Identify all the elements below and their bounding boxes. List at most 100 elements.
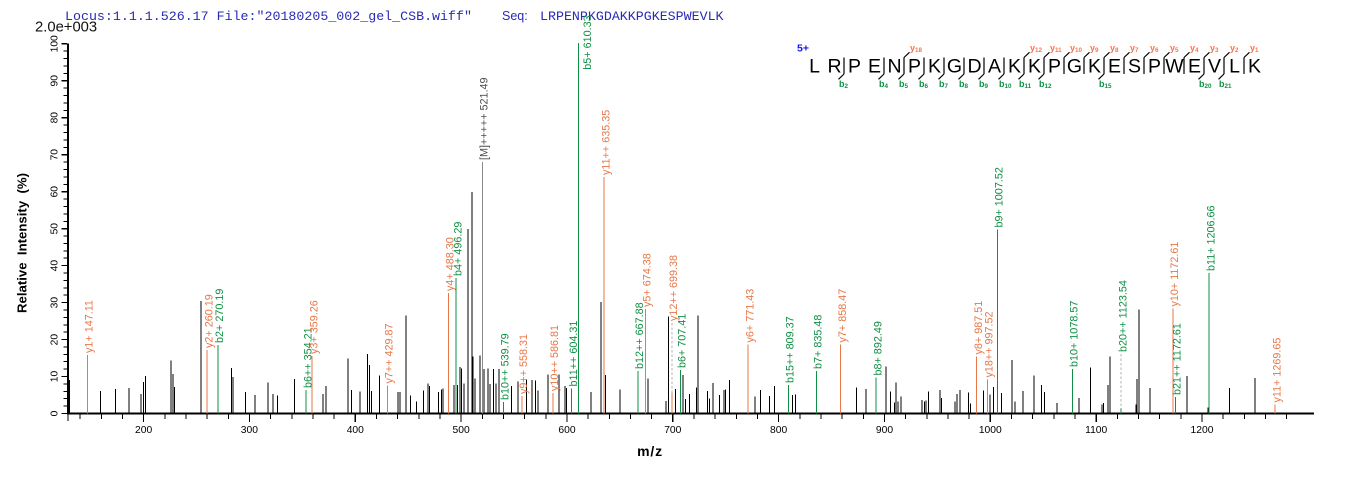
svg-text:400: 400 [347,425,364,436]
svg-text:LRPENPKGDAKKPGKESPWEVLK: LRPENPKGDAKKPGKESPWEVLK [540,9,724,24]
svg-text:L: L [1229,56,1240,78]
svg-text:b11+ 1206.66: b11+ 1206.66 [1205,205,1217,271]
svg-text:50: 50 [50,223,61,235]
svg-text:b7+ 835.48: b7+ 835.48 [813,315,825,369]
svg-text:b20++ 1123.54: b20++ 1123.54 [1117,280,1129,352]
svg-text:b15: b15 [1099,79,1112,90]
svg-text:m/z: m/z [637,443,663,459]
svg-text:y1+ 147.11: y1+ 147.11 [84,300,96,353]
svg-text:A: A [988,56,1001,78]
svg-text:y9++ 558.31: y9++ 558.31 [518,334,530,394]
svg-text:S: S [1128,56,1141,78]
svg-text:800: 800 [770,425,787,436]
svg-text:Relative Intensity (%): Relative Intensity (%) [15,173,30,313]
svg-text:b10++ 539.79: b10++ 539.79 [500,333,512,400]
svg-text:[M]+++++ 521.49: [M]+++++ 521.49 [479,77,491,160]
svg-text:b12++ 667.88: b12++ 667.88 [634,302,646,369]
svg-text:1200: 1200 [1191,425,1214,436]
svg-text:y8: y8 [1110,43,1119,54]
svg-text:P: P [908,56,921,78]
svg-text:Seq:: Seq: [502,9,528,23]
svg-text:W: W [1165,56,1184,78]
svg-text:y9: y9 [1090,43,1099,54]
svg-text:E: E [868,56,881,78]
svg-text:y1: y1 [1250,43,1259,54]
svg-text:y8+ 987.51: y8+ 987.51 [973,301,985,355]
svg-text:y11: y11 [1050,43,1062,54]
svg-text:y5: y5 [1170,43,1179,54]
svg-text:b11: b11 [1019,79,1032,90]
svg-text:0: 0 [50,410,61,416]
svg-text:P: P [1148,56,1161,78]
svg-text:b15++ 809.37: b15++ 809.37 [785,316,797,383]
svg-text:80: 80 [50,112,61,124]
svg-text:900: 900 [876,425,893,436]
svg-text:b5: b5 [899,79,909,90]
svg-text:E: E [1188,56,1201,78]
svg-text:y7+ 858.47: y7+ 858.47 [837,289,849,343]
svg-text:b11++ 604.31: b11++ 604.31 [568,321,580,387]
svg-text:600: 600 [558,425,575,436]
svg-text:b20: b20 [1199,79,1212,90]
svg-text:100: 100 [50,35,61,52]
svg-text:b8+ 892.49: b8+ 892.49 [872,321,884,375]
svg-text:Locus:1.1.1.526.17 File:"20180: Locus:1.1.1.526.17 File:"20180205_002_ge… [65,9,472,24]
svg-text:y2+ 260.19: y2+ 260.19 [203,294,215,348]
svg-text:K: K [1028,56,1041,78]
svg-text:40: 40 [50,260,61,272]
svg-text:y11++ 635.35: y11++ 635.35 [600,110,612,175]
svg-text:P: P [848,56,861,78]
svg-text:b9+ 1007.52: b9+ 1007.52 [994,167,1006,227]
svg-text:K: K [1008,56,1021,78]
svg-text:5+: 5+ [797,43,809,55]
svg-text:y7: y7 [1130,43,1139,54]
svg-text:y12++ 699.38: y12++ 699.38 [668,255,680,321]
svg-text:K: K [928,56,941,78]
svg-text:b4+ 496.29: b4+ 496.29 [452,222,464,276]
svg-text:y6: y6 [1150,43,1159,54]
svg-text:y5+ 674.38: y5+ 674.38 [642,253,654,307]
svg-text:300: 300 [241,425,258,436]
svg-text:y10+ 1172.61: y10+ 1172.61 [1169,242,1181,307]
svg-text:b4: b4 [879,79,889,90]
svg-text:b12: b12 [1039,79,1052,90]
svg-text:b6+ 707.41: b6+ 707.41 [677,314,689,368]
svg-text:K: K [1088,56,1101,78]
svg-text:y11+ 1269.65: y11+ 1269.65 [1271,338,1283,403]
svg-text:V: V [1208,56,1221,78]
svg-text:b7: b7 [939,79,949,90]
svg-text:y7++ 429.87: y7++ 429.87 [384,323,396,383]
svg-text:y18: y18 [910,43,923,54]
svg-text:b2+ 270.19: b2+ 270.19 [214,289,226,343]
svg-text:2.0e+003: 2.0e+003 [35,20,97,36]
svg-text:y3: y3 [1210,43,1219,54]
svg-text:b10+ 1078.57: b10+ 1078.57 [1069,301,1081,367]
svg-text:90: 90 [50,75,61,87]
svg-text:30: 30 [50,297,61,309]
svg-text:700: 700 [664,425,681,436]
svg-text:D: D [967,56,981,78]
svg-text:P: P [1048,56,1061,78]
svg-text:E: E [1108,56,1121,78]
svg-text:y4+ 488.30: y4+ 488.30 [445,237,457,291]
svg-text:b8: b8 [959,79,969,90]
svg-text:R: R [827,56,841,78]
svg-text:b9: b9 [979,79,989,90]
svg-text:N: N [887,56,901,78]
svg-text:G: G [1067,56,1082,78]
svg-text:500: 500 [453,425,470,436]
svg-text:y4: y4 [1190,43,1199,54]
svg-text:y3+ 359.26: y3+ 359.26 [308,300,320,354]
svg-text:200: 200 [135,425,152,436]
svg-text:10: 10 [50,371,61,383]
svg-text:b21++ 1172.61: b21++ 1172.61 [1172,323,1184,395]
svg-text:60: 60 [50,186,61,198]
svg-text:b5+ 610.33: b5+ 610.33 [582,15,594,69]
svg-text:y10++ 586.81: y10++ 586.81 [549,325,561,391]
svg-text:b6: b6 [919,79,929,90]
svg-text:K: K [1248,56,1261,78]
svg-text:1100: 1100 [1085,425,1107,436]
svg-text:y2: y2 [1230,43,1239,54]
svg-text:b10: b10 [999,79,1012,90]
svg-text:y12: y12 [1030,43,1043,54]
